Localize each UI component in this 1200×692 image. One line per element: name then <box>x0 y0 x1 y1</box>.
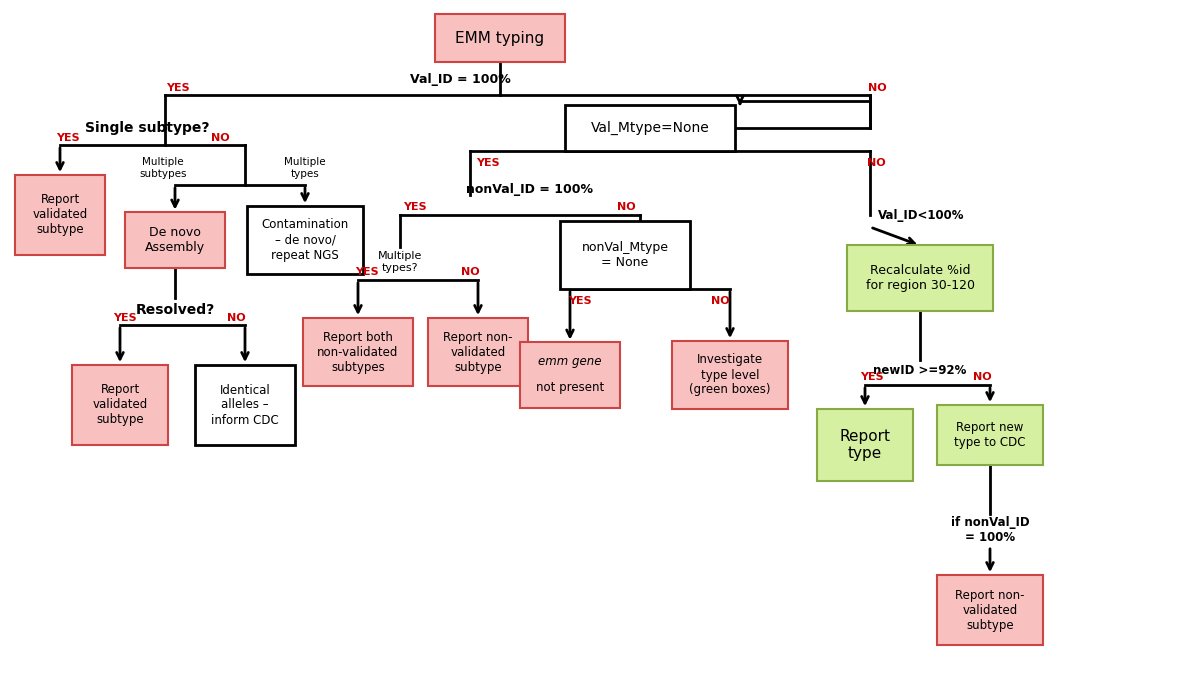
Text: newID >=92%: newID >=92% <box>874 363 967 376</box>
Text: Identical
alleles –
inform CDC: Identical alleles – inform CDC <box>211 383 278 426</box>
FancyBboxPatch shape <box>194 365 295 445</box>
FancyBboxPatch shape <box>302 318 413 386</box>
FancyBboxPatch shape <box>125 212 226 268</box>
Text: Recalculate %id
for region 30-120: Recalculate %id for region 30-120 <box>865 264 974 292</box>
Text: Report
type: Report type <box>840 429 890 461</box>
Text: NO: NO <box>868 83 887 93</box>
FancyBboxPatch shape <box>72 365 168 445</box>
FancyBboxPatch shape <box>434 14 565 62</box>
Text: NO: NO <box>227 313 245 323</box>
Text: Report
validated
subtype: Report validated subtype <box>92 383 148 426</box>
Text: Report non-
validated
subtype: Report non- validated subtype <box>443 331 512 374</box>
Text: YES: YES <box>860 372 884 382</box>
Text: Report non-
validated
subtype: Report non- validated subtype <box>955 588 1025 632</box>
FancyBboxPatch shape <box>672 341 787 409</box>
FancyBboxPatch shape <box>565 105 736 151</box>
Text: YES: YES <box>166 83 190 93</box>
Text: Report both
non-validated
subtypes: Report both non-validated subtypes <box>317 331 398 374</box>
Text: YES: YES <box>355 267 379 277</box>
Text: De novo
Assembly: De novo Assembly <box>145 226 205 254</box>
Text: Single subtype?: Single subtype? <box>85 121 210 135</box>
Text: YES: YES <box>403 202 427 212</box>
Text: emm gene: emm gene <box>539 356 601 369</box>
FancyBboxPatch shape <box>817 409 912 481</box>
Text: NO: NO <box>211 133 229 143</box>
Text: Val_ID<100%: Val_ID<100% <box>878 208 965 221</box>
Text: Report
validated
subtype: Report validated subtype <box>32 194 88 237</box>
Text: NO: NO <box>710 296 730 306</box>
FancyBboxPatch shape <box>247 206 362 274</box>
Text: YES: YES <box>56 133 80 143</box>
FancyBboxPatch shape <box>560 221 690 289</box>
Text: NO: NO <box>866 158 886 167</box>
Text: Report new
type to CDC: Report new type to CDC <box>954 421 1026 449</box>
Text: Investigate
type level
(green boxes): Investigate type level (green boxes) <box>689 354 770 397</box>
Text: Contamination
– de novo/
repeat NGS: Contamination – de novo/ repeat NGS <box>262 219 349 262</box>
Text: nonVal_Mtype
= None: nonVal_Mtype = None <box>582 241 668 269</box>
Text: YES: YES <box>568 296 592 306</box>
Text: Resolved?: Resolved? <box>136 303 215 317</box>
Text: EMM typing: EMM typing <box>456 30 545 46</box>
FancyBboxPatch shape <box>937 575 1043 645</box>
Text: YES: YES <box>476 158 500 167</box>
Text: not present: not present <box>536 381 604 394</box>
FancyBboxPatch shape <box>14 175 106 255</box>
Text: nonVal_ID = 100%: nonVal_ID = 100% <box>467 183 594 197</box>
Text: NO: NO <box>973 372 991 382</box>
Text: Val_ID = 100%: Val_ID = 100% <box>409 73 510 86</box>
Text: Multiple
types: Multiple types <box>284 157 326 179</box>
Text: Multiple
subtypes: Multiple subtypes <box>139 157 187 179</box>
Text: NO: NO <box>461 267 479 277</box>
FancyBboxPatch shape <box>847 246 992 311</box>
Text: if nonVal_ID
= 100%: if nonVal_ID = 100% <box>950 516 1030 544</box>
Text: NO: NO <box>617 202 635 212</box>
Text: Multiple
types?: Multiple types? <box>378 251 422 273</box>
FancyBboxPatch shape <box>428 318 528 386</box>
FancyBboxPatch shape <box>937 405 1043 465</box>
Text: YES: YES <box>113 313 137 323</box>
Text: Val_Mtype=None: Val_Mtype=None <box>590 121 709 135</box>
FancyBboxPatch shape <box>520 343 620 408</box>
